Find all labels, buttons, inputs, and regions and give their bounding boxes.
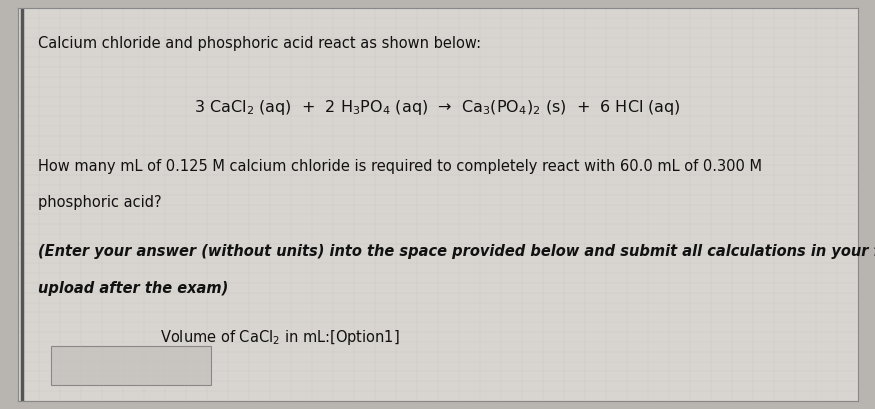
Text: upload after the exam): upload after the exam) <box>38 281 228 296</box>
Text: Calcium chloride and phosphoric acid react as shown below:: Calcium chloride and phosphoric acid rea… <box>38 36 481 51</box>
Text: Volume of CaCl$_2$ in mL:[Option1]: Volume of CaCl$_2$ in mL:[Option1] <box>160 328 400 347</box>
Text: phosphoric acid?: phosphoric acid? <box>38 195 162 210</box>
Text: (Enter your answer (without units) into the space provided below and submit all : (Enter your answer (without units) into … <box>38 244 875 259</box>
Text: 3 CaCl$_2$ (aq)  +  2 H$_3$PO$_4$ (aq)  →  Ca$_3$(PO$_4$)$_2$ (s)  +  6 HCl (aq): 3 CaCl$_2$ (aq) + 2 H$_3$PO$_4$ (aq) → C… <box>194 99 681 117</box>
Text: How many mL of 0.125 M calcium chloride is required to completely react with 60.: How many mL of 0.125 M calcium chloride … <box>38 160 762 174</box>
FancyBboxPatch shape <box>51 346 211 385</box>
